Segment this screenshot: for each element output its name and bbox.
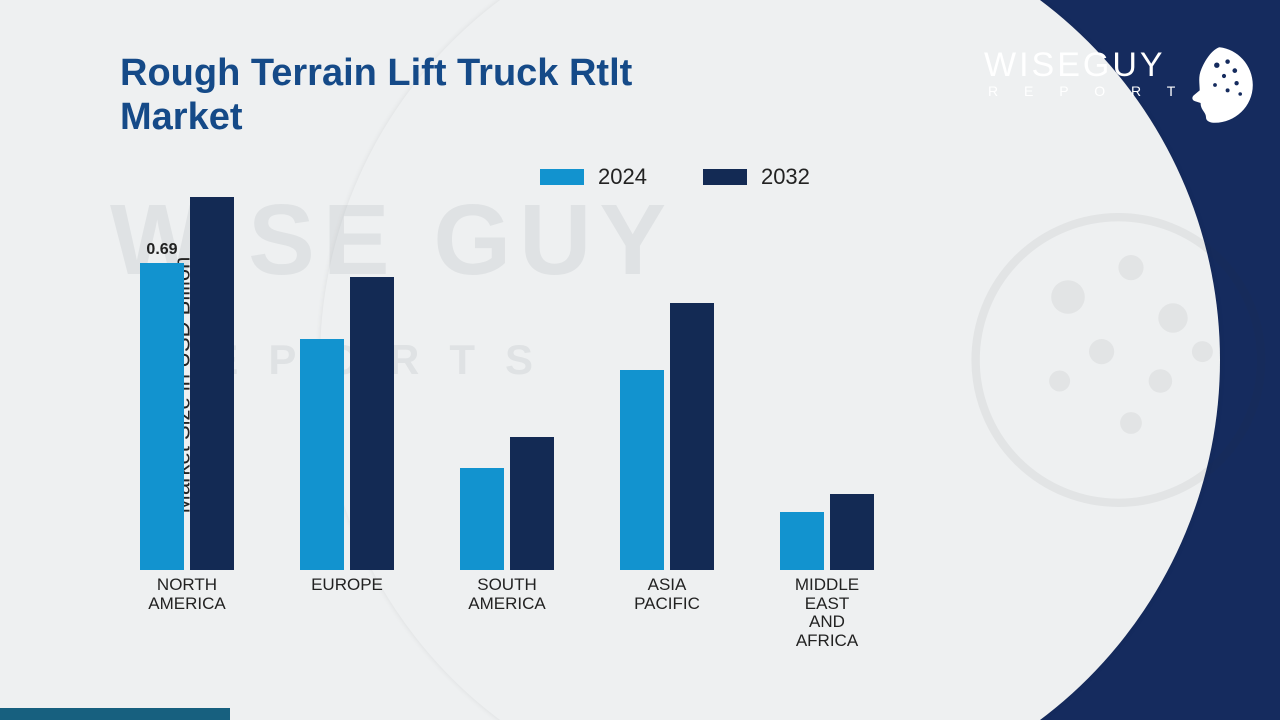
logo-head-icon [1170, 40, 1260, 130]
bar [190, 197, 234, 570]
bar [460, 468, 504, 570]
category-label: SOUTHAMERICA [442, 576, 572, 613]
bar [350, 277, 394, 570]
chart: Market Size in USD Billion 0.69NORTHAMER… [60, 150, 940, 620]
category-label: MIDDLEEASTANDAFRICA [762, 576, 892, 651]
bar [140, 263, 184, 570]
watermark-head-icon [900, 150, 1280, 570]
bar [510, 437, 554, 570]
bar [620, 370, 664, 570]
plot-area: 0.69NORTHAMERICAEUROPESOUTHAMERICAASIAPA… [140, 170, 930, 570]
category-label: ASIAPACIFIC [602, 576, 732, 613]
chart-title: Rough Terrain Lift Truck Rtlt Market [120, 52, 760, 139]
bar [670, 303, 714, 570]
category-label: NORTHAMERICA [122, 576, 252, 613]
logo: WISEGUY R E P O R T S [984, 46, 1254, 116]
bottom-accent-bar [0, 708, 230, 720]
category-label: EUROPE [282, 576, 412, 595]
bar [780, 512, 824, 570]
bar [300, 339, 344, 570]
stage: WISEGUY R E P O R T S Rough Terrain Lift… [0, 0, 1280, 720]
bar-value-label: 0.69 [132, 241, 192, 259]
bar [830, 494, 874, 570]
